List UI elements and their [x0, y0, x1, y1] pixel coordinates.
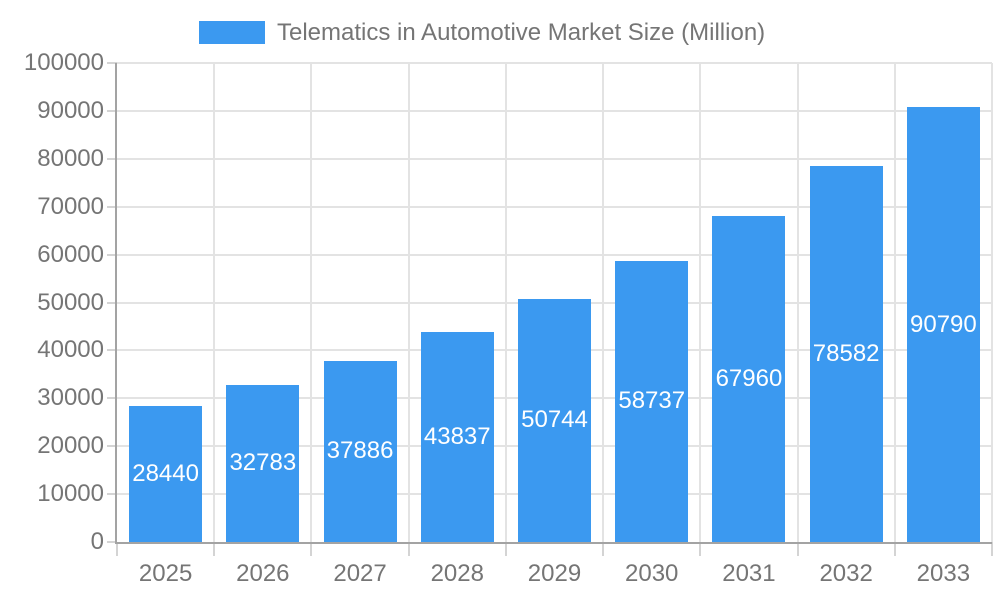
y-axis-label: 50000: [37, 288, 104, 316]
y-tick: [107, 301, 117, 304]
y-axis-label: 0: [90, 528, 104, 555]
y-axis-label: 70000: [37, 192, 104, 220]
legend-swatch: [199, 21, 265, 44]
y-tick: [107, 493, 117, 496]
x-axis-label: 2026: [236, 560, 290, 587]
v-gridline: [213, 63, 216, 542]
bar-2027[interactable]: [323, 360, 397, 542]
bar-2033[interactable]: [906, 107, 980, 542]
bar-value-label: 67960: [715, 365, 783, 393]
v-gridline: [991, 63, 993, 542]
y-tick: [107, 349, 117, 352]
v-gridline: [602, 63, 605, 542]
x-tick: [116, 542, 118, 556]
v-gridline: [504, 63, 507, 542]
y-tick: [107, 157, 117, 160]
x-tick: [504, 542, 507, 556]
bar-2032[interactable]: [809, 165, 883, 542]
legend-label: Telematics in Automotive Market Size (Mi…: [277, 19, 766, 46]
v-gridline: [796, 63, 799, 542]
bar-2031[interactable]: [712, 216, 786, 542]
h-gridline: [117, 62, 992, 64]
x-tick: [893, 542, 896, 556]
x-tick: [699, 542, 702, 556]
x-tick: [602, 542, 605, 556]
v-gridline: [407, 63, 410, 542]
y-tick: [107, 62, 117, 64]
bar-value-label: 78582: [812, 339, 880, 367]
v-gridline: [893, 63, 896, 542]
x-axis-label: 2029: [527, 560, 582, 587]
y-axis-label: 100000: [23, 49, 104, 76]
bar-2025[interactable]: [129, 405, 203, 542]
x-tick: [991, 542, 993, 556]
bar-2029[interactable]: [518, 298, 591, 542]
bar-value-label: 50744: [521, 406, 588, 434]
y-axis-label: 60000: [37, 240, 104, 268]
bar-value-label: 58737: [618, 387, 686, 415]
h-gridline: [117, 109, 992, 112]
v-gridline: [699, 63, 702, 542]
x-tick: [310, 542, 313, 556]
bar-value-label: 32783: [229, 449, 297, 477]
y-tick: [107, 253, 117, 256]
x-axis-label: 2027: [333, 560, 387, 587]
bar-2026[interactable]: [226, 384, 300, 542]
bar-value-label: 37886: [326, 437, 394, 465]
bar-value-label: 90790: [910, 310, 977, 338]
x-tick: [796, 542, 799, 556]
y-tick: [107, 109, 117, 112]
x-axis-label: 2025: [138, 560, 193, 587]
y-tick: [107, 397, 117, 400]
x-axis-label: 2033: [916, 560, 971, 587]
y-axis-label: 40000: [37, 336, 104, 364]
y-axis-label: 20000: [37, 432, 104, 460]
legend-item[interactable]: Telematics in Automotive Market Size (Mi…: [199, 19, 765, 46]
x-axis-label: 2028: [430, 560, 484, 587]
y-tick: [107, 541, 117, 543]
bar-2028[interactable]: [420, 332, 494, 542]
v-gridline: [310, 63, 313, 542]
x-tick: [407, 542, 410, 556]
bar-value-label: 43837: [423, 423, 491, 450]
x-axis-line: [115, 542, 992, 544]
x-axis-label: 2031: [722, 560, 776, 587]
h-gridline: [117, 205, 992, 208]
x-axis-label: 2032: [819, 560, 873, 587]
bar-value-label: 28440: [132, 459, 199, 487]
y-axis-label: 80000: [37, 144, 104, 172]
y-axis-label: 90000: [37, 96, 104, 124]
y-axis-label: 10000: [37, 480, 104, 508]
bar-2030[interactable]: [615, 260, 689, 542]
h-gridline: [117, 157, 992, 160]
y-tick: [107, 205, 117, 208]
x-tick: [213, 542, 216, 556]
y-tick: [107, 445, 117, 448]
x-axis-label: 2030: [625, 560, 679, 587]
y-axis-label: 30000: [37, 384, 104, 412]
y-axis-line: [115, 63, 117, 544]
h-gridline: [117, 253, 992, 256]
